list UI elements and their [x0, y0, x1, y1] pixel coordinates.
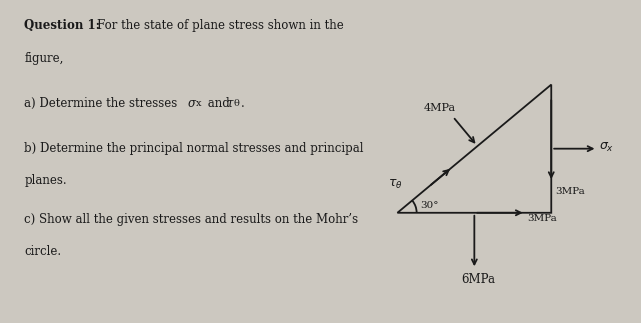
Text: 6MPa: 6MPa — [462, 273, 495, 286]
Text: planes.: planes. — [24, 174, 67, 187]
Text: and: and — [204, 97, 233, 110]
Text: 3MPa: 3MPa — [555, 187, 585, 196]
Text: $\sigma_x$: $\sigma_x$ — [599, 141, 614, 154]
Text: $\tau_\theta$: $\tau_\theta$ — [388, 178, 403, 191]
Text: σ: σ — [188, 97, 196, 110]
Text: For the state of plane stress shown in the: For the state of plane stress shown in t… — [97, 19, 344, 32]
Text: x: x — [196, 99, 201, 108]
Text: .: . — [240, 97, 244, 110]
Text: Question 1:: Question 1: — [24, 19, 101, 32]
Text: a) Determine the stresses: a) Determine the stresses — [24, 97, 181, 110]
Text: 4MPa: 4MPa — [424, 103, 456, 113]
Text: b) Determine the principal normal stresses and principal: b) Determine the principal normal stress… — [24, 142, 364, 155]
Text: 3MPa: 3MPa — [527, 214, 556, 223]
Text: figure,: figure, — [24, 52, 63, 65]
Text: θ: θ — [233, 99, 240, 108]
Text: τ: τ — [226, 97, 233, 110]
Text: c) Show all the given stresses and results on the Mohr’s: c) Show all the given stresses and resul… — [24, 213, 358, 226]
Text: circle.: circle. — [24, 245, 62, 258]
Text: 30°: 30° — [420, 201, 439, 210]
